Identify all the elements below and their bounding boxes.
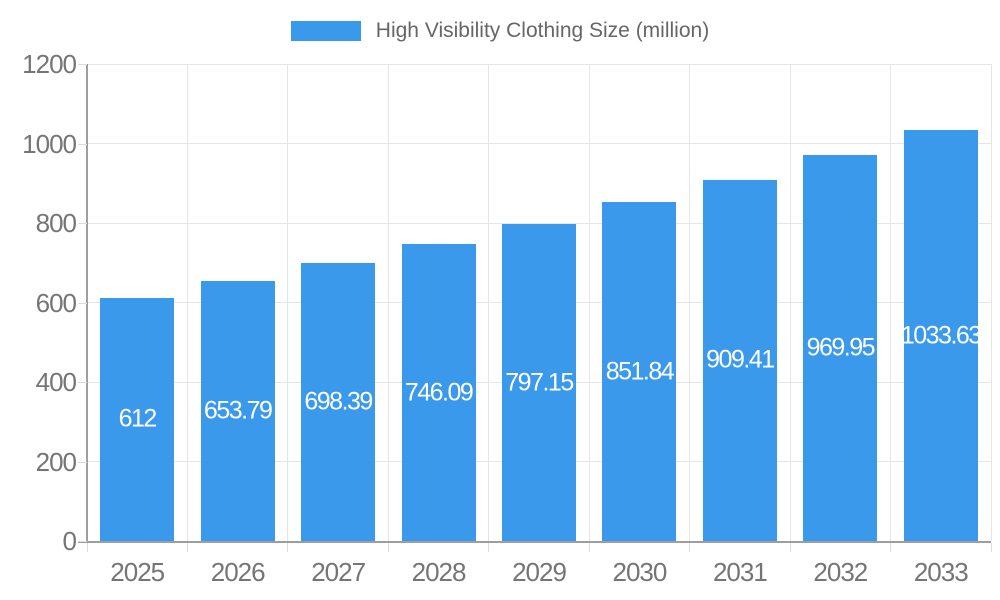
bar-value-label: 797.15 <box>505 368 574 397</box>
legend-swatch-icon <box>290 21 361 41</box>
y-axis-tick-label: 1200 <box>22 49 77 79</box>
bar[interactable]: 851.84 <box>602 202 677 541</box>
legend-label: High Visibility Clothing Size (million) <box>375 19 710 42</box>
x-tick-mark <box>588 543 590 552</box>
x-axis-tick-label: 2028 <box>411 557 467 587</box>
grid-line-vertical <box>990 64 992 541</box>
x-tick-mark <box>689 543 691 552</box>
bar[interactable]: 746.09 <box>401 244 476 541</box>
y-axis-tick-label: 800 <box>35 208 77 238</box>
y-axis-tick-label: 400 <box>35 367 77 397</box>
y-tick-mark <box>78 64 87 65</box>
y-tick-mark <box>78 382 87 383</box>
grid-line-vertical <box>789 64 791 541</box>
grid-line-vertical <box>387 64 389 541</box>
chart-legend[interactable]: High Visibility Clothing Size (million) <box>0 19 1000 43</box>
bar-value-label: 851.84 <box>605 357 675 386</box>
grid-line-horizontal <box>87 63 991 65</box>
bar[interactable]: 1033.63 <box>903 130 978 541</box>
grid-line-vertical <box>186 64 188 541</box>
bar-value-label: 746.09 <box>404 378 474 407</box>
y-axis-line <box>86 64 88 543</box>
bar[interactable]: 969.95 <box>803 155 878 541</box>
bar[interactable]: 698.39 <box>301 263 376 541</box>
x-axis-tick-label: 2032 <box>813 557 868 587</box>
grid-line-vertical <box>588 64 590 541</box>
y-axis-tick-label: 200 <box>35 446 77 477</box>
grid-line-horizontal <box>87 143 991 144</box>
grid-line-horizontal <box>87 222 991 224</box>
grid-line-vertical <box>890 64 892 541</box>
x-axis-tick-label: 2029 <box>512 557 567 587</box>
grid-line-vertical <box>689 64 691 541</box>
bar[interactable]: 797.15 <box>502 224 576 541</box>
x-tick-mark <box>890 543 892 552</box>
grid-line-vertical <box>488 64 490 541</box>
x-axis-tick-label: 2033 <box>913 557 969 587</box>
bar[interactable]: 909.41 <box>702 179 777 541</box>
x-tick-mark <box>287 543 289 552</box>
x-tick-mark <box>488 543 490 552</box>
x-axis-tick-label: 2031 <box>712 557 768 587</box>
y-axis-tick-label: 1000 <box>22 128 77 159</box>
x-tick-mark <box>387 543 389 552</box>
plot-area: 612 653.79 698.39 746.09 797.15 851.84 909.41 9… <box>87 63 992 541</box>
bar-value-label: 969.95 <box>806 333 876 362</box>
y-axis-tick-label: 0 <box>62 526 77 556</box>
x-tick-mark <box>86 543 88 552</box>
bar-value-label: 909.41 <box>706 345 775 374</box>
y-tick-mark <box>78 461 87 463</box>
bar[interactable]: 653.79 <box>200 281 275 541</box>
bar-value-label: 698.39 <box>304 387 373 416</box>
x-tick-mark <box>990 543 992 552</box>
grid-line-vertical <box>287 64 289 541</box>
bar-value-label: 1033.63 <box>903 321 978 350</box>
x-axis-tick-label: 2026 <box>210 557 266 587</box>
y-tick-mark <box>78 223 87 224</box>
y-tick-mark <box>78 541 87 542</box>
y-tick-mark <box>78 143 87 145</box>
bar[interactable]: 612 <box>100 297 175 541</box>
bar-value-label: 653.79 <box>203 396 273 425</box>
x-tick-mark <box>789 543 791 552</box>
x-axis-tick-label: 2025 <box>110 557 165 587</box>
x-tick-mark <box>186 543 188 552</box>
y-tick-mark <box>78 302 87 304</box>
y-axis-tick-label: 600 <box>35 287 77 318</box>
x-axis-line <box>78 541 991 543</box>
x-axis-tick-label: 2030 <box>612 557 668 587</box>
x-axis-tick-label: 2027 <box>311 557 366 587</box>
bar-value-label: 612 <box>118 404 158 433</box>
